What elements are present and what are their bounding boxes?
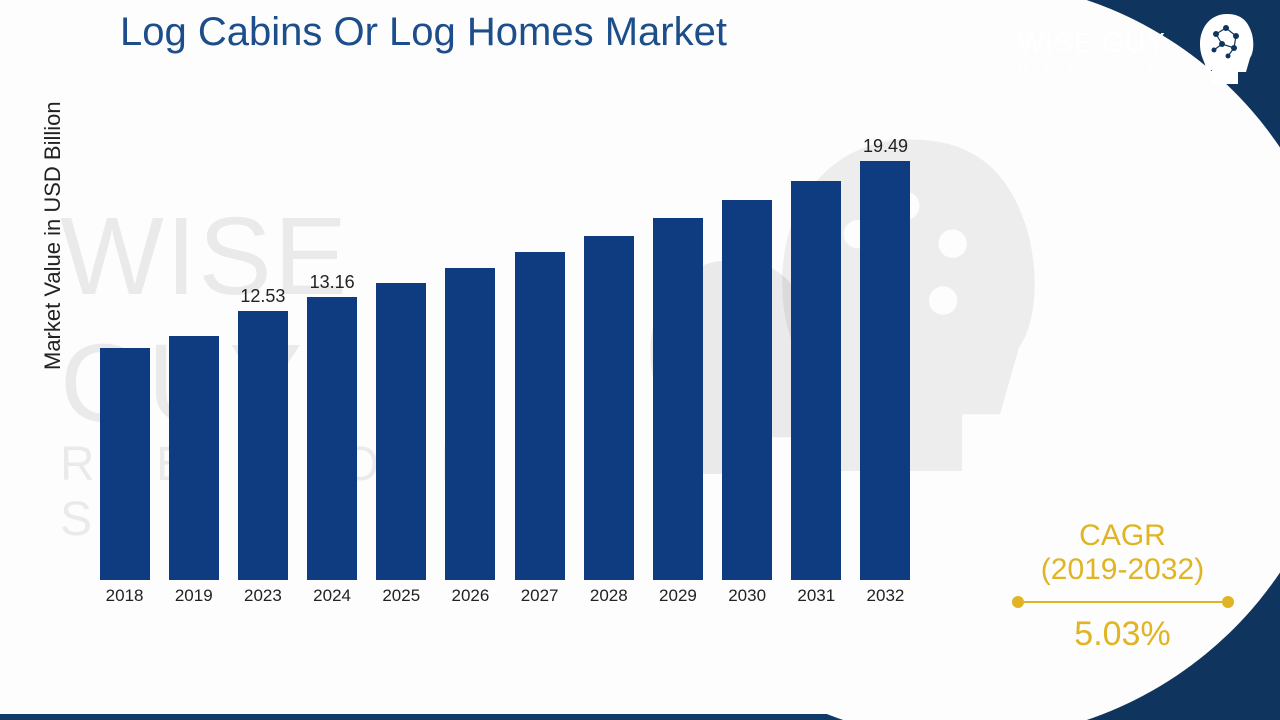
chart-title: Log Cabins Or Log Homes Market [120,10,727,55]
x-tick-label: 2031 [797,586,835,606]
brand-head-icon [1192,12,1262,88]
bar [376,283,426,580]
x-tick-label: 2024 [313,586,351,606]
bar [515,252,565,580]
brand-line1: WISE GUY [1018,27,1186,59]
bars-container: 2018201912.53202313.16202420252026202720… [90,150,920,580]
x-tick-label: 2029 [659,586,697,606]
bar [307,297,357,580]
bar-slot: 2018 [90,150,159,580]
bar [653,218,703,580]
bar-slot: 2030 [713,150,782,580]
bar [584,236,634,580]
brand-line2: R E P O R T S [1018,57,1186,73]
bar-slot: 2026 [436,150,505,580]
x-tick-label: 2023 [244,586,282,606]
cagr-divider [1018,601,1228,603]
brand-logo: WISE GUY R E P O R T S [1018,12,1262,88]
bar-slot: 2025 [367,150,436,580]
x-tick-label: 2032 [867,586,905,606]
bar [238,311,288,580]
x-tick-label: 2030 [728,586,766,606]
x-tick-label: 2026 [452,586,490,606]
cagr-period: (2019-2032) [995,553,1250,587]
bar [860,161,910,580]
bar-slot: 12.532023 [228,150,297,580]
x-tick-label: 2019 [175,586,213,606]
cagr-label: CAGR [995,519,1250,553]
bar-slot: 2028 [574,150,643,580]
bar-value-label: 19.49 [863,136,908,157]
x-tick-label: 2018 [106,586,144,606]
y-axis-label: Market Value in USD Billion [40,101,66,370]
cagr-value: 5.03% [995,615,1250,654]
bar-value-label: 12.53 [240,286,285,307]
cagr-block: CAGR (2019-2032) 5.03% [995,519,1250,654]
bar [791,181,841,580]
bar-slot: 19.492032 [851,150,920,580]
infographic-canvas: WISE GUY R E P O R T S CAGR (2019-2032) … [0,0,1280,720]
bar-chart: 2018201912.53202313.16202420252026202720… [90,150,920,580]
bar-value-label: 13.16 [310,272,355,293]
x-tick-label: 2028 [590,586,628,606]
bar-slot: 2031 [782,150,851,580]
bar [722,200,772,580]
bar [169,336,219,580]
bar-slot: 2019 [159,150,228,580]
bar-slot: 2027 [505,150,574,580]
bar-slot: 2029 [643,150,712,580]
bar-slot: 13.162024 [298,150,367,580]
x-tick-label: 2027 [521,586,559,606]
x-tick-label: 2025 [382,586,420,606]
bar [445,268,495,580]
bar [100,348,150,580]
